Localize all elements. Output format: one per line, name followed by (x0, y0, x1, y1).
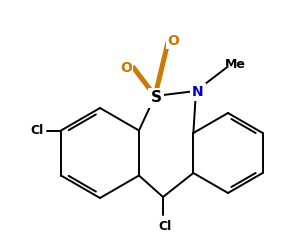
Text: O: O (167, 34, 179, 48)
Text: Cl: Cl (30, 124, 44, 137)
Text: S: S (150, 91, 161, 105)
Text: Cl: Cl (158, 220, 172, 233)
Text: Me: Me (225, 59, 245, 72)
Text: N: N (192, 85, 204, 99)
Text: O: O (120, 61, 132, 75)
